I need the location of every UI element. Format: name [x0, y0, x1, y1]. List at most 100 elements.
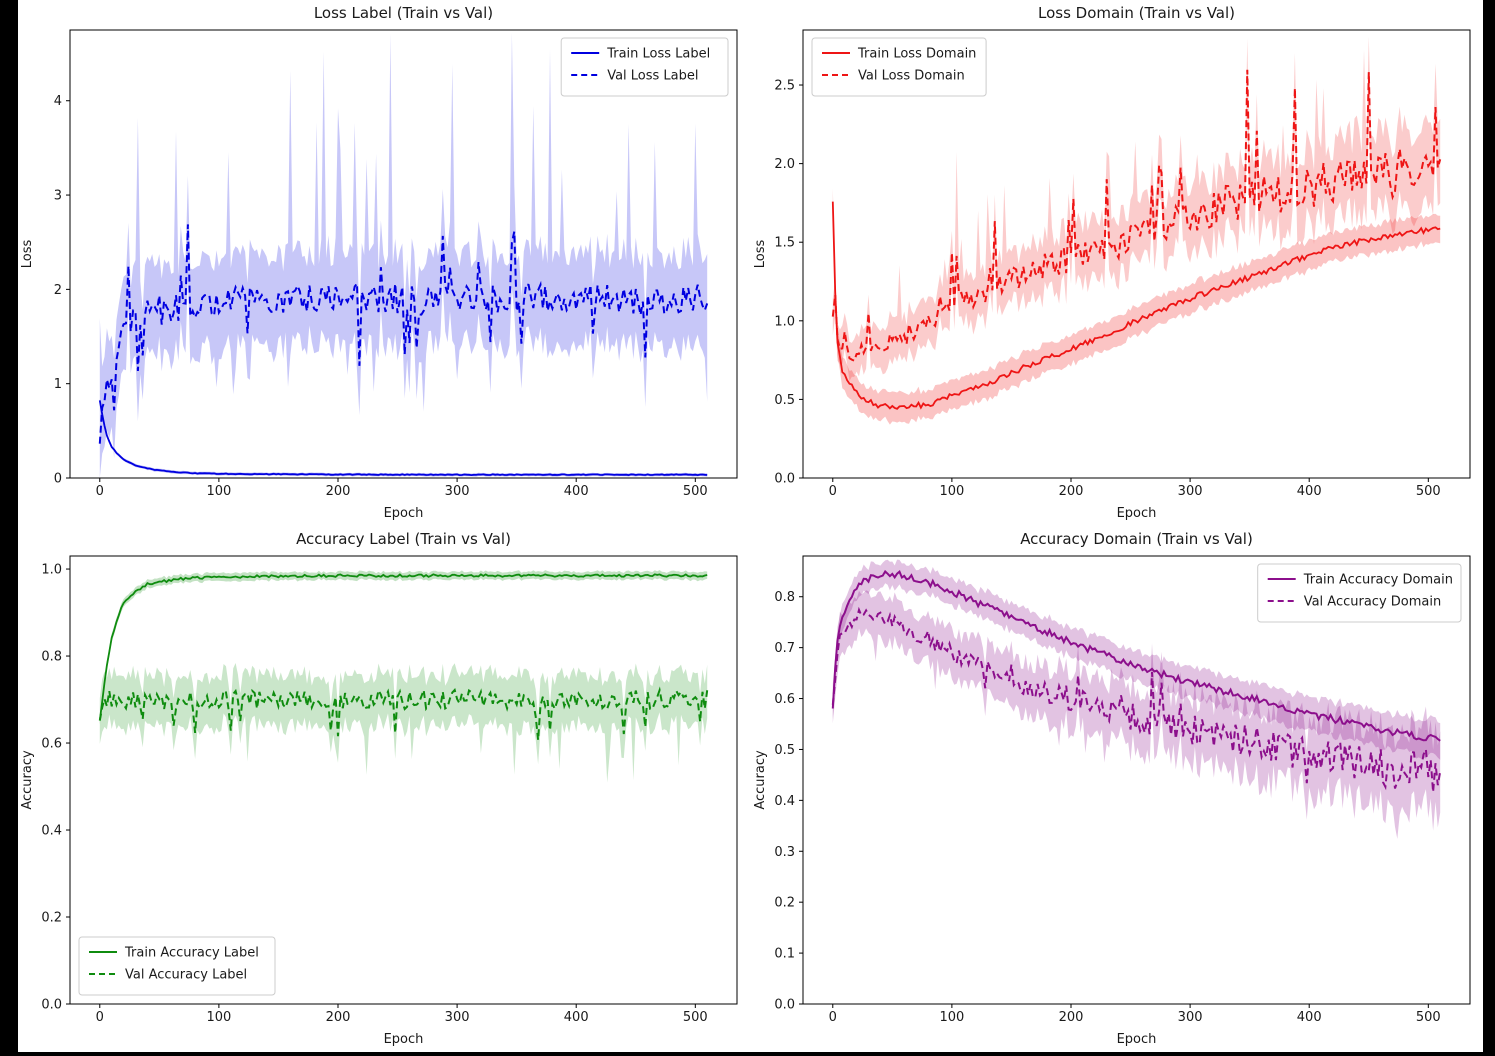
line-val-loss-label: [98, 224, 709, 444]
subplot-accuracy-domain: 0 100 200 300 400 500 0.0 0.1 0.2 0.3 0.4 0.5 0.6 0.7…: [750, 526, 1483, 1052]
chart-loss-label: 0 100 200 300 400 500 0 1 2 3 4 Loss Label (Train v…: [18, 0, 750, 526]
x-tick-label: 300: [1177, 484, 1202, 499]
legend-label: Train Loss Domain: [857, 47, 976, 62]
x-tick-label: 500: [1415, 484, 1440, 499]
y-tick-label: 0.4: [41, 824, 62, 839]
band-val-loss-label: [99, 32, 708, 478]
y-tick-label: 1.5: [774, 236, 795, 251]
x-tick-label: 300: [445, 1010, 470, 1025]
x-tick-label: 200: [1058, 1010, 1083, 1025]
y-tick-label: 0.7: [774, 641, 795, 656]
x-tick-label: 300: [445, 484, 470, 499]
x-tick-label: 100: [939, 1010, 964, 1025]
legend-label: Val Loss Domain: [858, 69, 965, 84]
chart-loss-domain: 0 100 200 300 400 500 0.0 0.5 1.0 1.5 2.0 2.5 Loss D…: [750, 0, 1483, 526]
legend-box: [560, 37, 729, 97]
x-axis-label: Epoch: [1116, 506, 1156, 521]
legend-box: [78, 936, 276, 996]
x-tick-label: 200: [326, 484, 351, 499]
subplot-accuracy-label: 0 100 200 300 400 500 0.0 0.2 0.4 0.6 0.8 1.0 Accura…: [18, 526, 750, 1052]
x-tick-label: 100: [206, 1010, 231, 1025]
y-axis-label: Accuracy: [753, 750, 768, 810]
chart-accuracy-domain: 0 100 200 300 400 500 0.0 0.1 0.2 0.3 0.4 0.5 0.6 0.7…: [750, 526, 1483, 1052]
line-val-loss-domain: [831, 69, 1441, 363]
plot-area: [98, 570, 709, 783]
legend-label: Train Accuracy Domain: [1302, 573, 1452, 588]
y-tick-label: 1.0: [41, 563, 62, 578]
y-tick-label: 0.0: [774, 998, 795, 1013]
band-val-accuracy-label: [99, 663, 708, 783]
x-tick-label: 400: [564, 1010, 589, 1025]
plot-area: [831, 36, 1441, 425]
x-tick-label: 400: [1296, 484, 1321, 499]
legend-label: Val Accuracy Label: [125, 968, 247, 983]
y-tick-label: 1: [54, 377, 62, 392]
y-tick-label: 0.0: [774, 472, 795, 487]
line-train-accuracy-domain: [831, 569, 1441, 742]
line-train-loss-domain: [831, 201, 1440, 410]
y-tick-label: 0.6: [774, 692, 795, 707]
y-tick-label: 0.1: [774, 947, 795, 962]
y-axis-label: Loss: [20, 240, 35, 269]
y-tick-label: 0.8: [41, 650, 62, 665]
x-axis-label: Epoch: [384, 1032, 424, 1047]
x-tick-label: 0: [96, 484, 104, 499]
legend-label: Val Accuracy Domain: [1303, 595, 1441, 610]
y-tick-label: 0.8: [774, 590, 795, 605]
y-tick-label: 0.6: [41, 737, 62, 752]
x-tick-label: 0: [828, 1010, 836, 1025]
y-tick-label: 0.5: [774, 743, 795, 758]
x-tick-label: 0: [96, 1010, 104, 1025]
band-train-loss-domain: [832, 188, 1440, 425]
band-val-loss-domain: [832, 36, 1440, 381]
plot-area: [98, 32, 709, 478]
band-train-loss-label: [99, 398, 708, 477]
x-axis-label: Epoch: [1116, 1032, 1156, 1047]
subplot-loss-label: 0 100 200 300 400 500 0 1 2 3 4 Loss Label (Train v…: [18, 0, 750, 526]
x-tick-label: 500: [683, 1010, 708, 1025]
x-axis-label: Epoch: [384, 506, 424, 521]
y-tick-label: 0.4: [774, 794, 795, 809]
x-tick-label: 100: [206, 484, 231, 499]
y-axis-label: Accuracy: [20, 750, 35, 810]
axes-frame: [802, 555, 1470, 1005]
band-train-accuracy-label: [99, 570, 708, 725]
y-tick-label: 1.0: [774, 314, 795, 329]
band-val-accuracy-domain: [832, 590, 1440, 839]
chart-accuracy-label: 0 100 200 300 400 500 0.0 0.2 0.4 0.6 0.8 1.0 Accura…: [18, 526, 750, 1052]
figure-canvas: 0 100 200 300 400 500 0 1 2 3 4 Loss Label (Train v…: [18, 0, 1483, 1052]
x-tick-label: 200: [1058, 484, 1083, 499]
x-tick-label: 400: [1296, 1010, 1321, 1025]
legend-box: [1256, 563, 1462, 623]
y-tick-label: 2: [54, 283, 62, 298]
band-train-accuracy-domain: [832, 559, 1440, 760]
y-tick-label: 0: [54, 472, 62, 487]
line-val-accuracy-domain: [831, 606, 1441, 793]
chart-title: Loss Label (Train vs Val): [314, 4, 493, 22]
y-tick-label: 0.2: [774, 896, 795, 911]
legend-label: Train Accuracy Label: [124, 946, 259, 961]
axes-frame: [69, 29, 738, 479]
subplot-loss-domain: 0 100 200 300 400 500 0.0 0.5 1.0 1.5 2.0 2.5 Loss D…: [750, 0, 1483, 526]
y-tick-label: 2.0: [774, 157, 795, 172]
x-tick-label: 200: [326, 1010, 351, 1025]
x-tick-label: 500: [1415, 1010, 1440, 1025]
y-tick-label: 0.3: [774, 845, 795, 860]
y-axis-label: Loss: [753, 240, 768, 269]
chart-title: Accuracy Domain (Train vs Val): [1020, 530, 1253, 548]
line-train-accuracy-label: [98, 573, 708, 721]
x-tick-label: 400: [564, 484, 589, 499]
y-tick-label: 0.0: [41, 998, 62, 1013]
axes-frame: [802, 29, 1470, 479]
y-tick-label: 0.2: [41, 911, 62, 926]
legend-box: [811, 37, 987, 97]
legend-label: Val Loss Label: [607, 69, 698, 84]
y-tick-label: 2.5: [774, 79, 795, 94]
x-tick-label: 100: [939, 484, 964, 499]
line-train-loss-label: [98, 400, 708, 477]
x-tick-label: 0: [828, 484, 836, 499]
y-tick-label: 3: [54, 189, 62, 204]
plot-area: [831, 559, 1441, 839]
y-tick-label: 4: [54, 94, 62, 109]
axes-frame: [69, 555, 738, 1005]
